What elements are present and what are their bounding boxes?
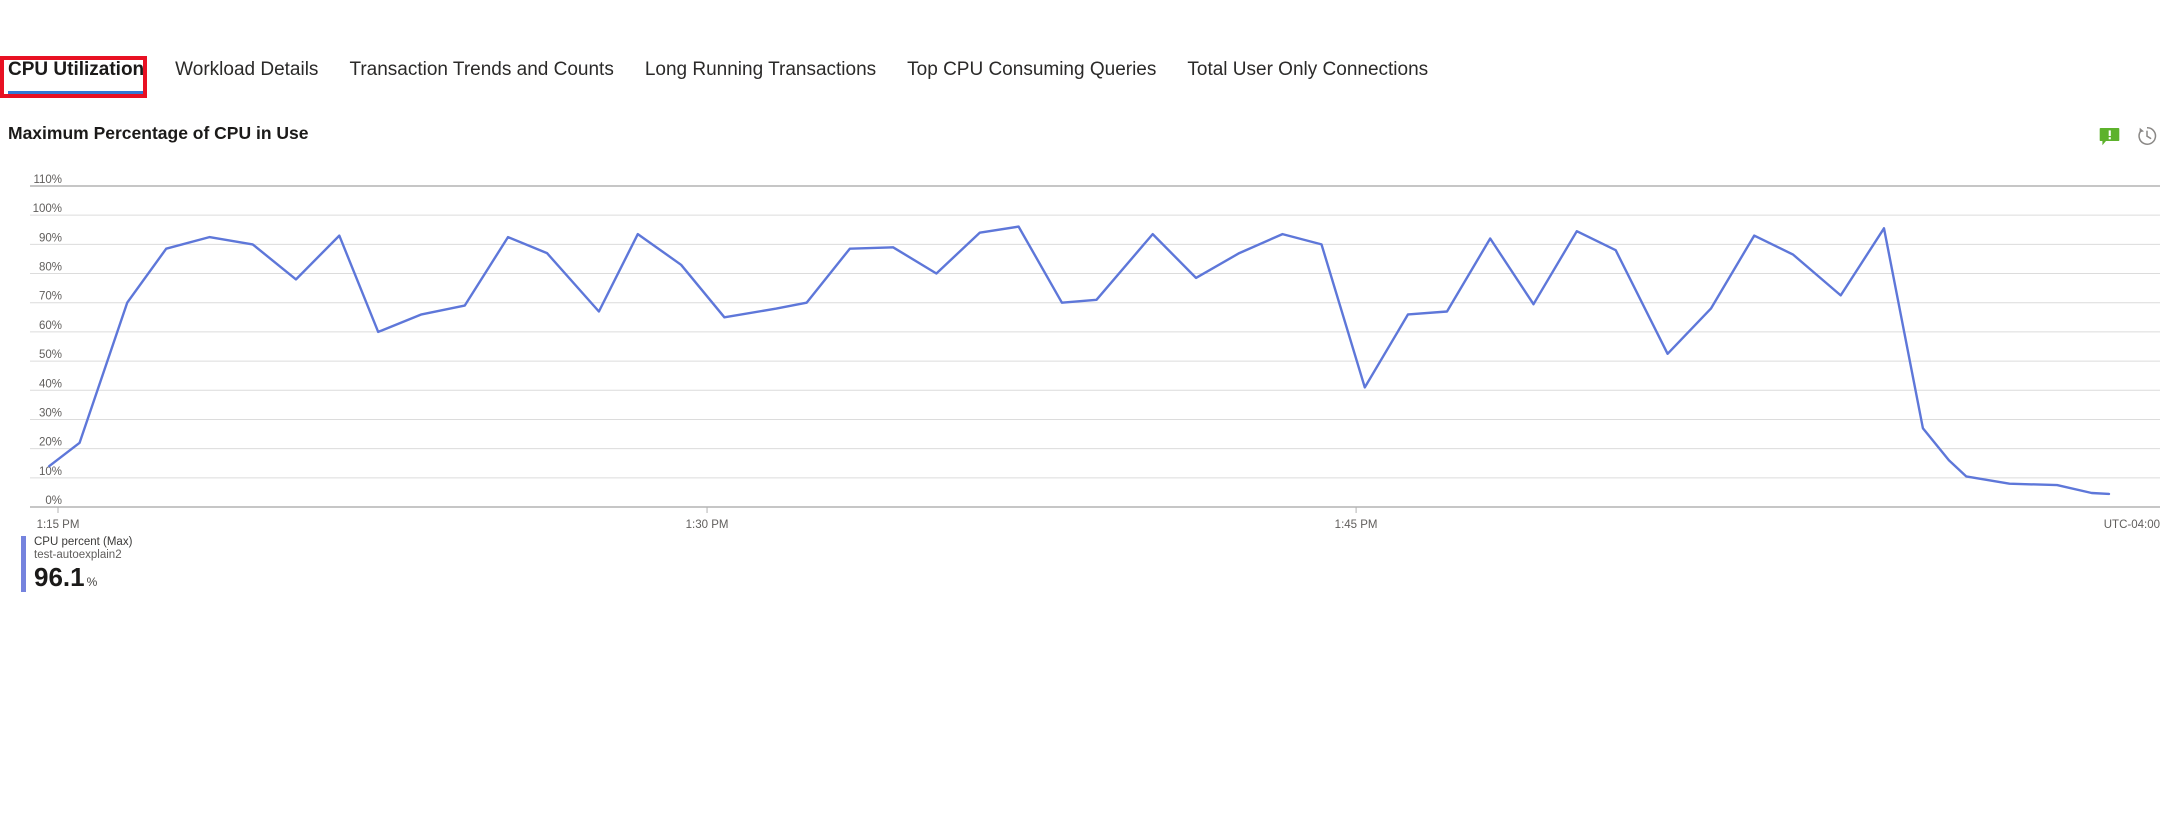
y-axis-label-10: 10%	[39, 466, 62, 478]
series-line-cpu-percent-max	[48, 225, 2111, 496]
y-axis-label-50: 50%	[39, 349, 62, 361]
y-axis-label-40: 40%	[39, 378, 62, 390]
feedback-icon-glyph	[2099, 127, 2119, 145]
timezone-label: UTC-04:00	[2104, 519, 2160, 531]
legend-color-bar	[21, 536, 26, 592]
legend-unit: %	[86, 575, 98, 589]
y-axis-label-90: 90%	[39, 232, 62, 244]
y-axis-label-110: 110%	[33, 174, 62, 186]
legend-item-cpu-percent[interactable]: CPU percent (Max) test-autoexplain2 96.1…	[21, 536, 132, 592]
x-axis-label: 1:45 PM	[1335, 519, 1378, 531]
feedback-icon[interactable]	[2098, 125, 2120, 147]
y-axis-label-30: 30%	[39, 407, 62, 419]
chart-title: Maximum Percentage of CPU in Use	[8, 123, 309, 143]
tab-workload-details[interactable]: Workload Details	[175, 59, 319, 80]
chart-toolbar	[2098, 125, 2158, 147]
x-axis-label: 1:30 PM	[686, 519, 729, 531]
legend-max-value: 96.1	[34, 562, 85, 592]
y-axis-label-80: 80%	[39, 262, 62, 274]
legend-metric-name: CPU percent (Max)	[34, 536, 133, 548]
history-icon[interactable]	[2136, 125, 2158, 147]
tab-transaction-trends-and-counts[interactable]: Transaction Trends and Counts	[349, 59, 614, 80]
y-axis-label-70: 70%	[39, 291, 62, 303]
tab-long-running-transactions[interactable]: Long Running Transactions	[644, 59, 877, 80]
y-axis-label-0: 0%	[45, 495, 62, 507]
y-axis-label-20: 20%	[39, 437, 62, 449]
tab-top-cpu-consuming-queries[interactable]: Top CPU Consuming Queries	[907, 59, 1157, 80]
y-axis-label-60: 60%	[39, 320, 62, 332]
pivot-tab-bar: CPU Utilization Workload Details Transac…	[8, 58, 1428, 94]
history-icon-glyph	[2138, 127, 2157, 145]
y-axis-label-100: 100%	[33, 203, 62, 215]
tab-total-user-only-connections[interactable]: Total User Only Connections	[1187, 59, 1429, 80]
x-axis-label: 1:15 PM	[37, 519, 80, 531]
tab-cpu-utilization[interactable]: CPU Utilization	[8, 58, 145, 94]
legend-resource-name: test-autoexplain2	[34, 549, 122, 561]
